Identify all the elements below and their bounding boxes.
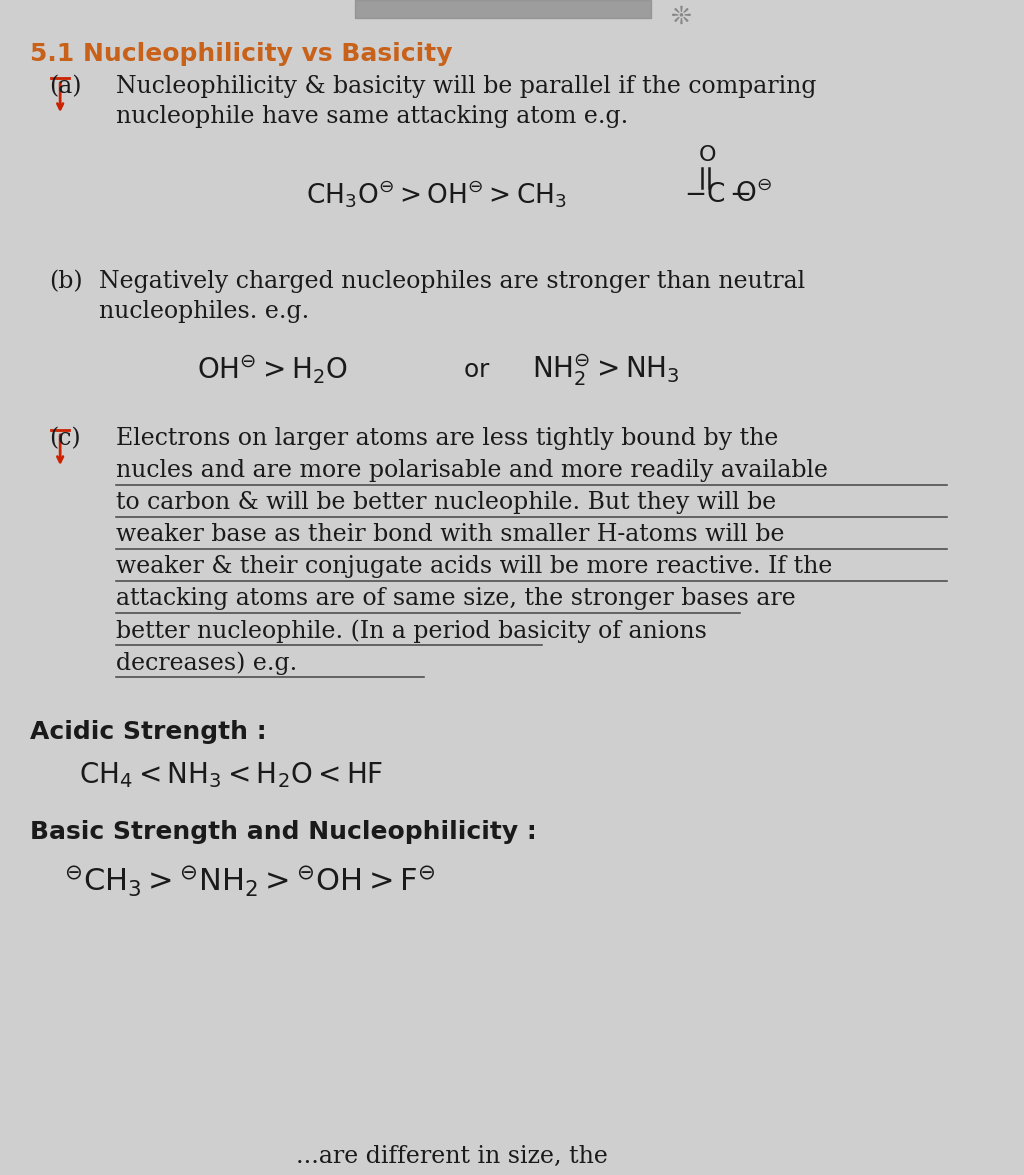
Text: $\mathrm{or}$: $\mathrm{or}$ bbox=[464, 358, 492, 382]
Text: better nucleophile. (In a period basicity of anions: better nucleophile. (In a period basicit… bbox=[117, 619, 708, 643]
Text: nucleophile have same attacking atom e.g.: nucleophile have same attacking atom e.g… bbox=[117, 105, 629, 128]
Text: (b): (b) bbox=[49, 270, 83, 293]
Text: $\mathrm{-C-}$: $\mathrm{-C-}$ bbox=[684, 182, 752, 208]
Text: $^{\ominus}\mathrm{CH_3} > {^{\ominus}}\mathrm{NH_2} > {^{\ominus}}\mathrm{OH} >: $^{\ominus}\mathrm{CH_3} > {^{\ominus}}\… bbox=[65, 862, 435, 898]
Text: (c): (c) bbox=[49, 427, 81, 450]
Text: weaker & their conjugate acids will be more reactive. If the: weaker & their conjugate acids will be m… bbox=[117, 555, 833, 578]
Text: Basic Strength and Nucleophilicity :: Basic Strength and Nucleophilicity : bbox=[30, 820, 537, 844]
Text: nucles and are more polarisable and more readily available: nucles and are more polarisable and more… bbox=[117, 459, 828, 482]
Text: $\mathrm{O^{\ominus}}$: $\mathrm{O^{\ominus}}$ bbox=[734, 182, 771, 208]
Text: $\mathrm{OH^{\ominus} > H_2O}$: $\mathrm{OH^{\ominus} > H_2O}$ bbox=[198, 354, 348, 387]
Text: $\mathrm{CH_4 < NH_3 < H_2O < HF}$: $\mathrm{CH_4 < NH_3 < H_2O < HF}$ bbox=[79, 760, 383, 790]
Text: $\mathrm{O}$: $\mathrm{O}$ bbox=[698, 145, 716, 165]
Text: 5.1 Nucleophilicity vs Basicity: 5.1 Nucleophilicity vs Basicity bbox=[30, 42, 452, 66]
Text: decreases) e.g.: decreases) e.g. bbox=[117, 651, 298, 674]
Text: Negatively charged nucleophiles are stronger than neutral: Negatively charged nucleophiles are stro… bbox=[98, 270, 805, 293]
Text: attacking atoms are of same size, the stronger bases are: attacking atoms are of same size, the st… bbox=[117, 588, 796, 610]
Text: Electrons on larger atoms are less tightly bound by the: Electrons on larger atoms are less tight… bbox=[117, 427, 778, 450]
Text: ❊: ❊ bbox=[671, 5, 691, 29]
Text: ...are different in size, the: ...are different in size, the bbox=[296, 1144, 607, 1168]
Text: Nucleophilicity & basicity will be parallel if the comparing: Nucleophilicity & basicity will be paral… bbox=[117, 75, 817, 98]
Text: (a): (a) bbox=[49, 75, 82, 98]
Text: nucleophiles. e.g.: nucleophiles. e.g. bbox=[98, 300, 309, 323]
Text: weaker base as their bond with smaller H-atoms will be: weaker base as their bond with smaller H… bbox=[117, 523, 784, 546]
Text: $\mathrm{CH_3O^{\ominus} > OH^{\ominus} > CH_3}$: $\mathrm{CH_3O^{\ominus} > OH^{\ominus} … bbox=[306, 180, 566, 210]
Text: to carbon & will be better nucleophile. But they will be: to carbon & will be better nucleophile. … bbox=[117, 491, 776, 513]
Text: $\mathrm{NH_2^{\ominus} > NH_3}$: $\mathrm{NH_2^{\ominus} > NH_3}$ bbox=[532, 352, 680, 388]
Text: Acidic Strength :: Acidic Strength : bbox=[30, 720, 266, 744]
